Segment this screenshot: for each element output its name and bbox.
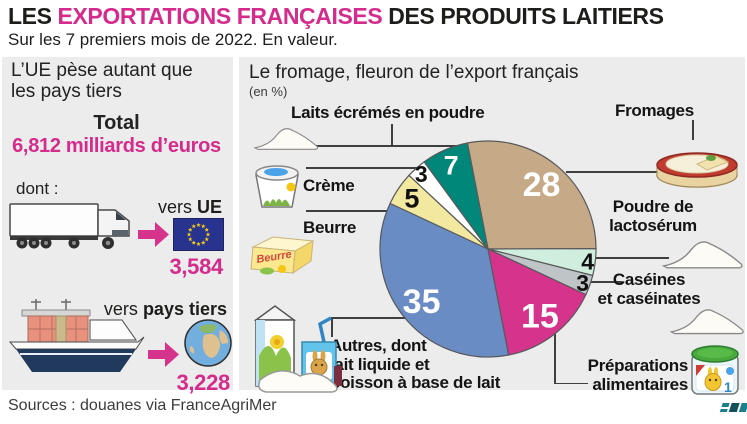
pie-value-label: 3 — [576, 270, 589, 296]
connector-fromages-v — [692, 120, 694, 140]
pie-value-label: 7 — [444, 151, 459, 181]
eu-star — [186, 232, 192, 237]
eu-flag-icon — [173, 218, 224, 251]
vers-pays-tiers-label: vers pays tiers — [80, 299, 227, 320]
connector-autres — [331, 317, 406, 319]
pie-value-label: 35 — [403, 283, 441, 321]
page-subtitle: Sur les 7 premiers mois de 2022. En vale… — [8, 30, 338, 49]
vers-tiers-dest: pays tiers — [142, 299, 227, 319]
ship-icon — [8, 299, 145, 372]
label-preparations: Préparations alimentaires — [587, 356, 689, 394]
globe-icon — [184, 319, 232, 367]
unit-note: (en %) — [249, 84, 288, 99]
eu-star — [205, 232, 211, 237]
arrow-right-icon — [138, 222, 169, 247]
pie-slice-pr-parations-alimentaires — [487, 247, 587, 356]
pie-value-label: 4 — [581, 248, 594, 274]
right-panel-heading: Le fromage, fleuron de l’export français — [249, 62, 579, 83]
bottom-right-logo — [719, 403, 747, 412]
left-panel-heading: L’UE pèse autant que les pays tiers — [11, 60, 193, 102]
eu-star — [196, 222, 201, 227]
eu-star — [200, 240, 206, 245]
value-vers-pays-tiers: 3,228 — [176, 370, 230, 395]
total-label: Total — [93, 112, 140, 134]
eu-star — [191, 240, 197, 245]
whey-powder-pile-icon — [661, 241, 743, 269]
pie-value-label: 15 — [521, 298, 559, 336]
connector-preparations — [554, 382, 588, 384]
milk-powder-pile-icon — [253, 128, 319, 150]
connector-poudre — [595, 257, 669, 259]
vers-ue-dest: UE — [196, 197, 222, 217]
eu-star — [204, 236, 210, 242]
butter-pack-text: Beurre — [256, 249, 293, 266]
label-beurre: Beurre — [303, 218, 357, 237]
connector-preparations-v — [554, 334, 556, 384]
vers-prefix: vers — [103, 299, 143, 319]
pie-slice-laits-cr-m-s-en-poudre — [423, 142, 489, 250]
connector-beurre — [306, 210, 394, 212]
connector-fromages — [566, 171, 660, 173]
vers-prefix: vers — [157, 197, 197, 217]
connector-creme — [306, 167, 418, 169]
truck-icon — [9, 203, 130, 249]
pie-value-label: 5 — [404, 183, 419, 213]
pie-value-label: 3 — [415, 161, 428, 187]
butter-pack-icon: Beurre — [250, 236, 315, 275]
label-creme: Crème — [303, 176, 355, 195]
label-fromages: Fromages — [615, 101, 694, 120]
cream-pot-icon — [255, 165, 299, 208]
pie-value-label: 28 — [523, 166, 561, 204]
connector-laits — [312, 145, 460, 147]
cheese-box-icon — [656, 152, 738, 188]
title-highlight: EXPORTATIONS FRANÇAISES — [57, 3, 383, 29]
label-poudre-lactoserum: Poudre de lactosérum — [609, 197, 697, 235]
label-laits-ecremes: Laits écrémés en poudre — [291, 103, 485, 122]
dont-label: dont : — [16, 179, 59, 198]
casein-powder-pile-icon — [669, 309, 744, 335]
eu-star — [187, 227, 193, 232]
label-caseines: Caséines et caséinates — [597, 270, 701, 308]
eu-star — [200, 223, 206, 229]
formula-can-icon: 1 — [691, 345, 739, 395]
milk-cartons-icon — [253, 305, 342, 393]
connector-laits-v — [391, 124, 393, 146]
eu-star — [191, 223, 197, 229]
title-prefix: LES — [8, 3, 58, 29]
title-suffix: DES PRODUITS LAITIERS — [382, 3, 664, 29]
eu-star — [204, 227, 210, 232]
total-value: 6,812 milliards d’euros — [12, 135, 221, 157]
eu-star — [196, 241, 201, 246]
can-number-text: 1 — [724, 379, 732, 395]
pie-slice-fromages — [466, 140, 597, 250]
vers-ue-label: vers UE — [118, 197, 222, 218]
page-title: LES EXPORTATIONS FRANÇAISES DES PRODUITS… — [8, 3, 664, 30]
label-autres: Autres, dont lait liquide et boisson à b… — [330, 336, 501, 392]
connector-autres-v — [331, 317, 333, 337]
connector-caseines — [590, 281, 622, 283]
sources-note: Sources : douanes via FranceAgriMer — [8, 397, 277, 414]
arrow-right-icon — [148, 342, 179, 367]
pie-slice-autres-dont-lait-liquide-et-bo — [379, 202, 510, 358]
value-vers-ue: 3,584 — [169, 254, 223, 279]
eu-star — [187, 236, 193, 242]
